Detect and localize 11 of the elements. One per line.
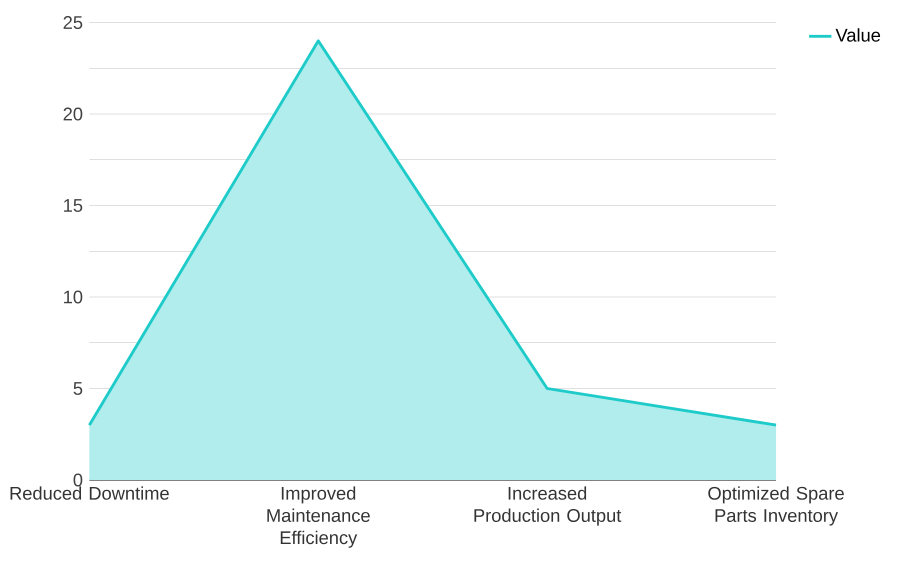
y-tick-label: 20 (64, 108, 82, 121)
x-tick-label: Increased Production Output (474, 486, 622, 526)
y-tick-label: 0 (74, 474, 82, 487)
y-tick-label: 25 (64, 16, 82, 30)
y-tick-label: 15 (64, 199, 82, 212)
y-tick-label: 5 (74, 382, 82, 395)
legend-label: Value (836, 28, 880, 42)
x-tick-label: Reduced Downtime (10, 486, 169, 500)
x-tick-label: Improved Maintenance Efficiency (267, 486, 370, 548)
y-tick-label: 10 (64, 290, 82, 304)
x-tick-label: Optimized Spare Parts Inventory (708, 486, 844, 526)
